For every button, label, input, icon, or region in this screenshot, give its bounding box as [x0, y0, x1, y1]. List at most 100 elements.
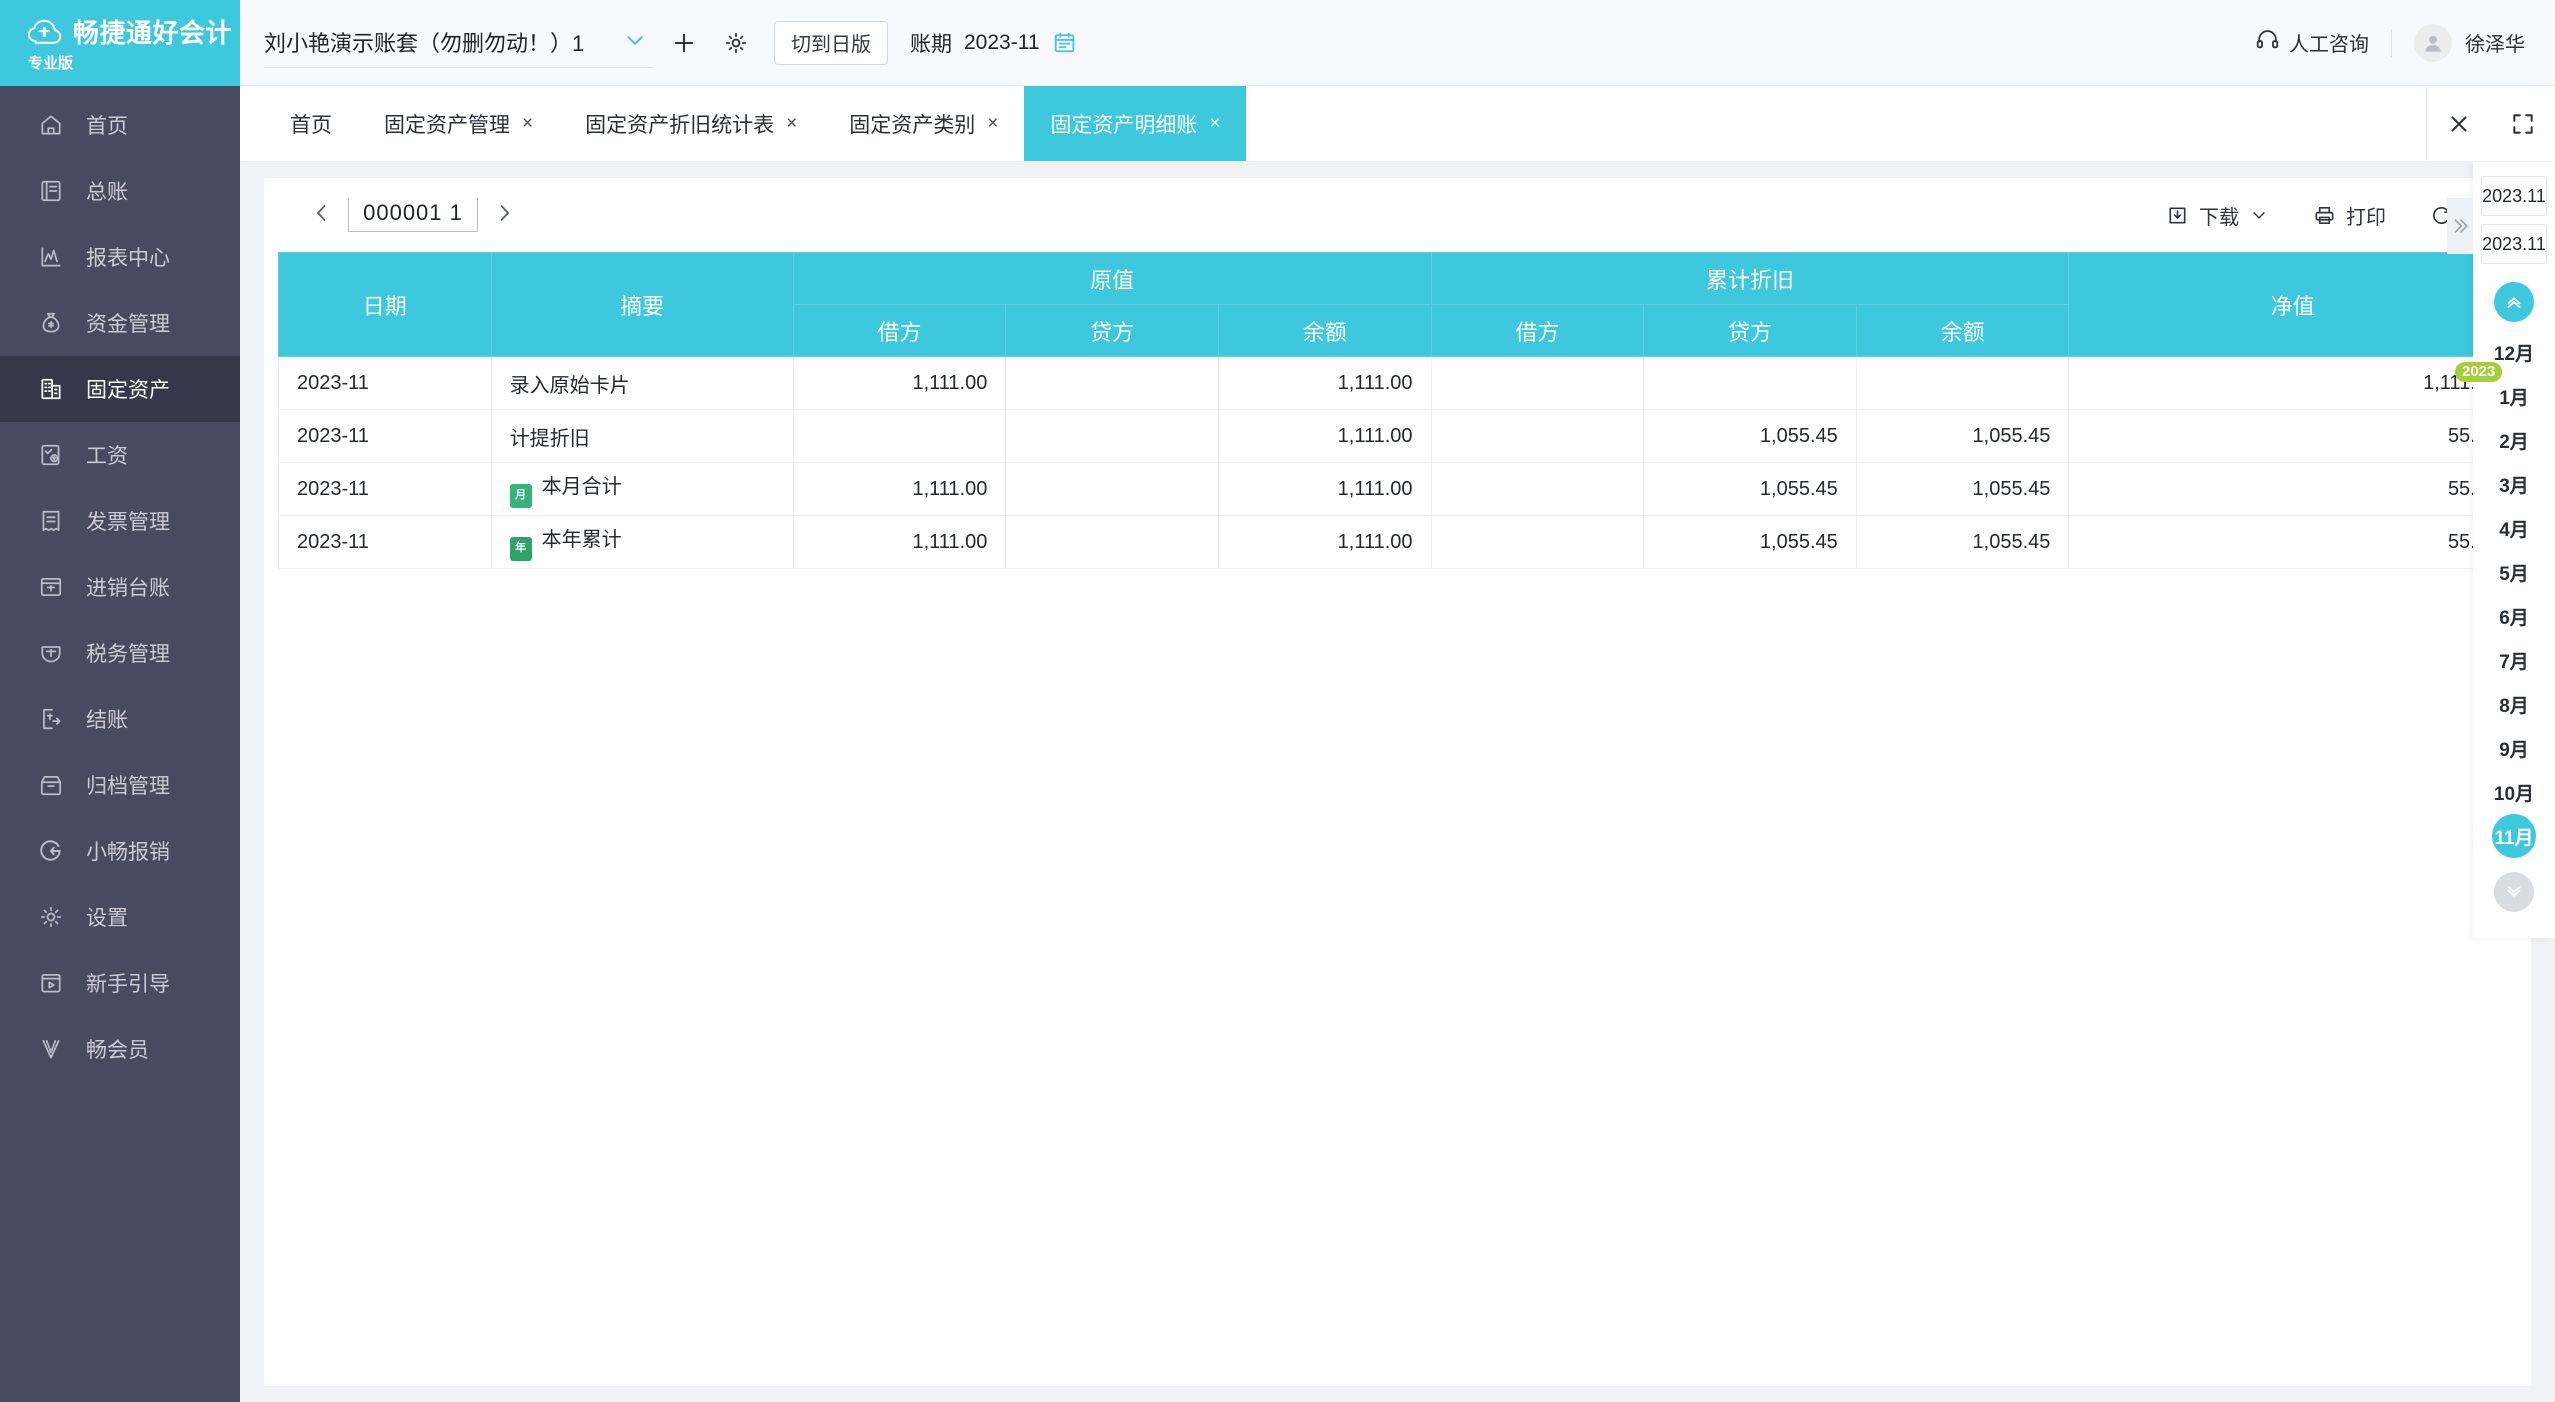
archive-icon [38, 772, 64, 798]
tab-asset-detail-ledger[interactable]: 固定资产明细账 × [1024, 86, 1247, 161]
chevron-double-up-icon[interactable] [2494, 282, 2534, 322]
sidebar-item-label: 设置 [86, 907, 128, 930]
sidebar-item-fixed-assets[interactable]: 固定资产 [0, 356, 240, 422]
sidebar-item-general-ledger[interactable]: 总账 [0, 158, 240, 224]
cell-net-value: 55.55 [2068, 515, 2517, 569]
close-icon[interactable]: × [1209, 113, 1221, 134]
close-icon[interactable]: × [987, 113, 999, 134]
user-menu[interactable]: 徐泽华 [2414, 23, 2525, 62]
cell-orig-balance: 1,111.00 [1217, 462, 1432, 516]
asset-detail-table: 日期 摘要 原值 累计折旧 净值 借方 贷方 余额 借方 [278, 252, 2517, 569]
tab-asset-category[interactable]: 固定资产类别 × [823, 86, 1024, 161]
close-icon[interactable]: × [522, 113, 534, 134]
close-icon[interactable]: × [786, 113, 798, 134]
sidebar-item-inventory[interactable]: 进销台账 [0, 554, 240, 620]
month-item-4[interactable]: 4月 [2473, 506, 2555, 550]
month-item-7[interactable]: 7月 [2473, 638, 2555, 682]
cell-net-value: 1,111.00 [2068, 356, 2517, 410]
sidebar-item-reimbursement[interactable]: 小畅报销 [0, 818, 240, 884]
chevron-double-down-icon[interactable] [2494, 872, 2534, 912]
sidebar-item-vip[interactable]: 畅会员 [0, 1016, 240, 1082]
month-item-11-selected[interactable]: 11月 [2492, 814, 2536, 858]
brand-name: 畅捷通好会计 [73, 18, 233, 48]
sidebar-item-settings[interactable]: 设置 [0, 884, 240, 950]
switch-to-day-version-button[interactable]: 切到日版 [774, 20, 888, 65]
chevron-right-icon[interactable] [492, 201, 516, 230]
chart-icon [38, 244, 64, 270]
period-label: 账期 [910, 32, 952, 56]
reimburse-icon [38, 838, 64, 864]
col-dep-credit: 贷方 [1643, 304, 1857, 357]
table-row[interactable]: 2023-11 年本年累计 1,111.00 1,111.00 1,055.45… [278, 515, 2517, 569]
table-container: 日期 摘要 原值 累计折旧 净值 借方 贷方 余额 借方 [264, 252, 2531, 1386]
sidebar-item-home[interactable]: 首页 [0, 92, 240, 158]
month-item-12[interactable]: 12月 [2473, 330, 2555, 374]
sidebar-item-label: 固定资产 [86, 379, 170, 402]
col-net-value: 净值 [2068, 252, 2517, 357]
month-item-8[interactable]: 8月 [2473, 682, 2555, 726]
ledger-selector[interactable]: 刘小艳演示账套（勿删勿动！）1 [264, 18, 654, 68]
chevron-down-icon[interactable] [622, 27, 648, 57]
sidebar-item-guide[interactable]: 新手引导 [0, 950, 240, 1016]
user-avatar-icon [2414, 23, 2452, 62]
brand-logo[interactable]: 畅捷通好会计 专业版 [0, 0, 240, 86]
month-item-2[interactable]: 2月 [2473, 418, 2555, 462]
asset-code-input[interactable]: 000001 1 [348, 198, 478, 232]
sidebar-item-tax[interactable]: 税务管理 [0, 620, 240, 686]
sidebar-item-label: 进销台账 [86, 577, 170, 600]
cell-summary: 计提折旧 [490, 409, 794, 463]
print-button[interactable]: 打印 [2313, 201, 2386, 230]
month-item-5[interactable]: 5月 [2473, 550, 2555, 594]
cell-date: 2023-11 [278, 409, 492, 463]
period-chip[interactable]: 2023.11 [2481, 224, 2547, 264]
month-item-10[interactable]: 10月 [2473, 770, 2555, 814]
table-row[interactable]: 2023-11 录入原始卡片 1,111.00 1,111.00 [278, 356, 2517, 410]
cell-summary-text: 本年累计 [541, 529, 622, 552]
asset-pager: 000001 1 [310, 198, 516, 232]
sidebar-item-closing[interactable]: 结账 [0, 686, 240, 752]
fullscreen-button[interactable] [2491, 86, 2555, 161]
month-label: 7月 [2499, 651, 2529, 673]
month-label: 9月 [2499, 739, 2529, 761]
table-row[interactable]: 2023-11 计提折旧 1,111.00 1,055.45 1,055.45 [278, 409, 2517, 463]
sidebar-item-archive[interactable]: 归档管理 [0, 752, 240, 818]
colgroup-accumulated-depreciation: 累计折旧 [1430, 252, 2070, 305]
calendar-icon[interactable] [1052, 30, 1077, 55]
cell-orig-balance: 1,111.00 [1217, 515, 1432, 569]
chevron-left-icon[interactable] [310, 201, 334, 230]
col-orig-debit: 借方 [792, 304, 1007, 357]
sidebar-item-payroll[interactable]: 工资 [0, 422, 240, 488]
add-ledger-button[interactable] [662, 21, 706, 65]
sidebar-item-reports[interactable]: 报表中心 [0, 224, 240, 290]
period-picker[interactable]: 账期 2023-11 [910, 28, 1077, 58]
sidebar-item-invoices[interactable]: 发票管理 [0, 488, 240, 554]
sidebar-item-funds[interactable]: 资金管理 [0, 290, 240, 356]
cell-orig-debit [792, 409, 1007, 463]
cell-dep-credit: 1,055.45 [1643, 462, 1857, 516]
ledger-name: 刘小艳演示账套（勿删勿动！）1 [264, 31, 585, 56]
chevrons-right-icon[interactable] [2447, 198, 2473, 254]
tab-home[interactable]: 首页 [264, 86, 358, 161]
month-label: 6月 [2499, 607, 2529, 629]
tab-depreciation-report[interactable]: 固定资产折旧统计表 × [559, 86, 823, 161]
sidebar-item-label: 发票管理 [86, 511, 170, 534]
month-item-6[interactable]: 6月 [2473, 594, 2555, 638]
support-label: 人工咨询 [2289, 34, 2369, 56]
download-button[interactable]: 下载 [2166, 201, 2269, 230]
support-button[interactable]: 人工咨询 [2255, 27, 2369, 58]
month-item-1[interactable]: 2023 1月 [2455, 362, 2555, 418]
col-date: 日期 [278, 252, 492, 357]
settings-button[interactable] [714, 21, 758, 65]
close-tab-button[interactable] [2427, 86, 2491, 161]
divider [2391, 28, 2392, 57]
sidebar-item-label: 税务管理 [86, 643, 170, 666]
tab-fixed-asset-management[interactable]: 固定资产管理 × [358, 86, 559, 161]
table-row[interactable]: 2023-11 月本月合计 1,111.00 1,111.00 1,055.45… [278, 462, 2517, 516]
user-name: 徐泽华 [2465, 34, 2525, 56]
month-item-9[interactable]: 9月 [2473, 726, 2555, 770]
period-chip[interactable]: 2023.11 [2481, 176, 2547, 216]
cell-summary: 录入原始卡片 [490, 356, 794, 410]
cell-orig-credit [1005, 462, 1219, 516]
month-item-3[interactable]: 3月 [2473, 462, 2555, 506]
